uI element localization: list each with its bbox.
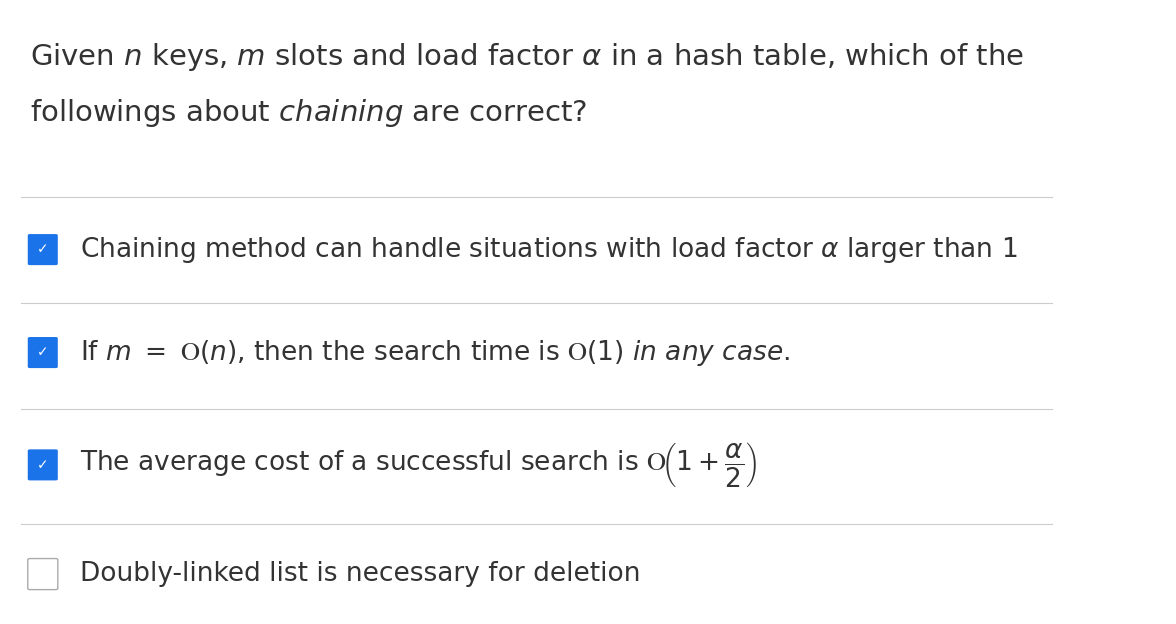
Text: If $\it{m}$ $=$ $\mathcal{O}$$(\it{n})$, then the search time is $\mathcal{O}$$(: If $\it{m}$ $=$ $\mathcal{O}$$(\it{n})$,… [80,338,790,368]
Text: ✓: ✓ [36,243,48,256]
Text: ✓: ✓ [36,458,48,472]
FancyBboxPatch shape [28,449,58,480]
Text: The average cost of a successful search is $\mathcal{O}\!\left(1+\dfrac{\alpha}{: The average cost of a successful search … [80,441,757,489]
Text: followings about $\it{chaining}$ are correct?: followings about $\it{chaining}$ are cor… [29,97,587,129]
Text: Given $\it{n}$ keys, $\it{m}$ slots and load factor $\alpha$ in a hash table, wh: Given $\it{n}$ keys, $\it{m}$ slots and … [29,41,1024,72]
Text: ✓: ✓ [36,346,48,359]
FancyBboxPatch shape [28,337,58,368]
Text: Chaining method can handle situations with load factor $\alpha$ larger than 1: Chaining method can handle situations wi… [80,235,1017,265]
FancyBboxPatch shape [28,558,58,590]
FancyBboxPatch shape [28,234,58,265]
Text: Doubly-linked list is necessary for deletion: Doubly-linked list is necessary for dele… [80,561,641,587]
